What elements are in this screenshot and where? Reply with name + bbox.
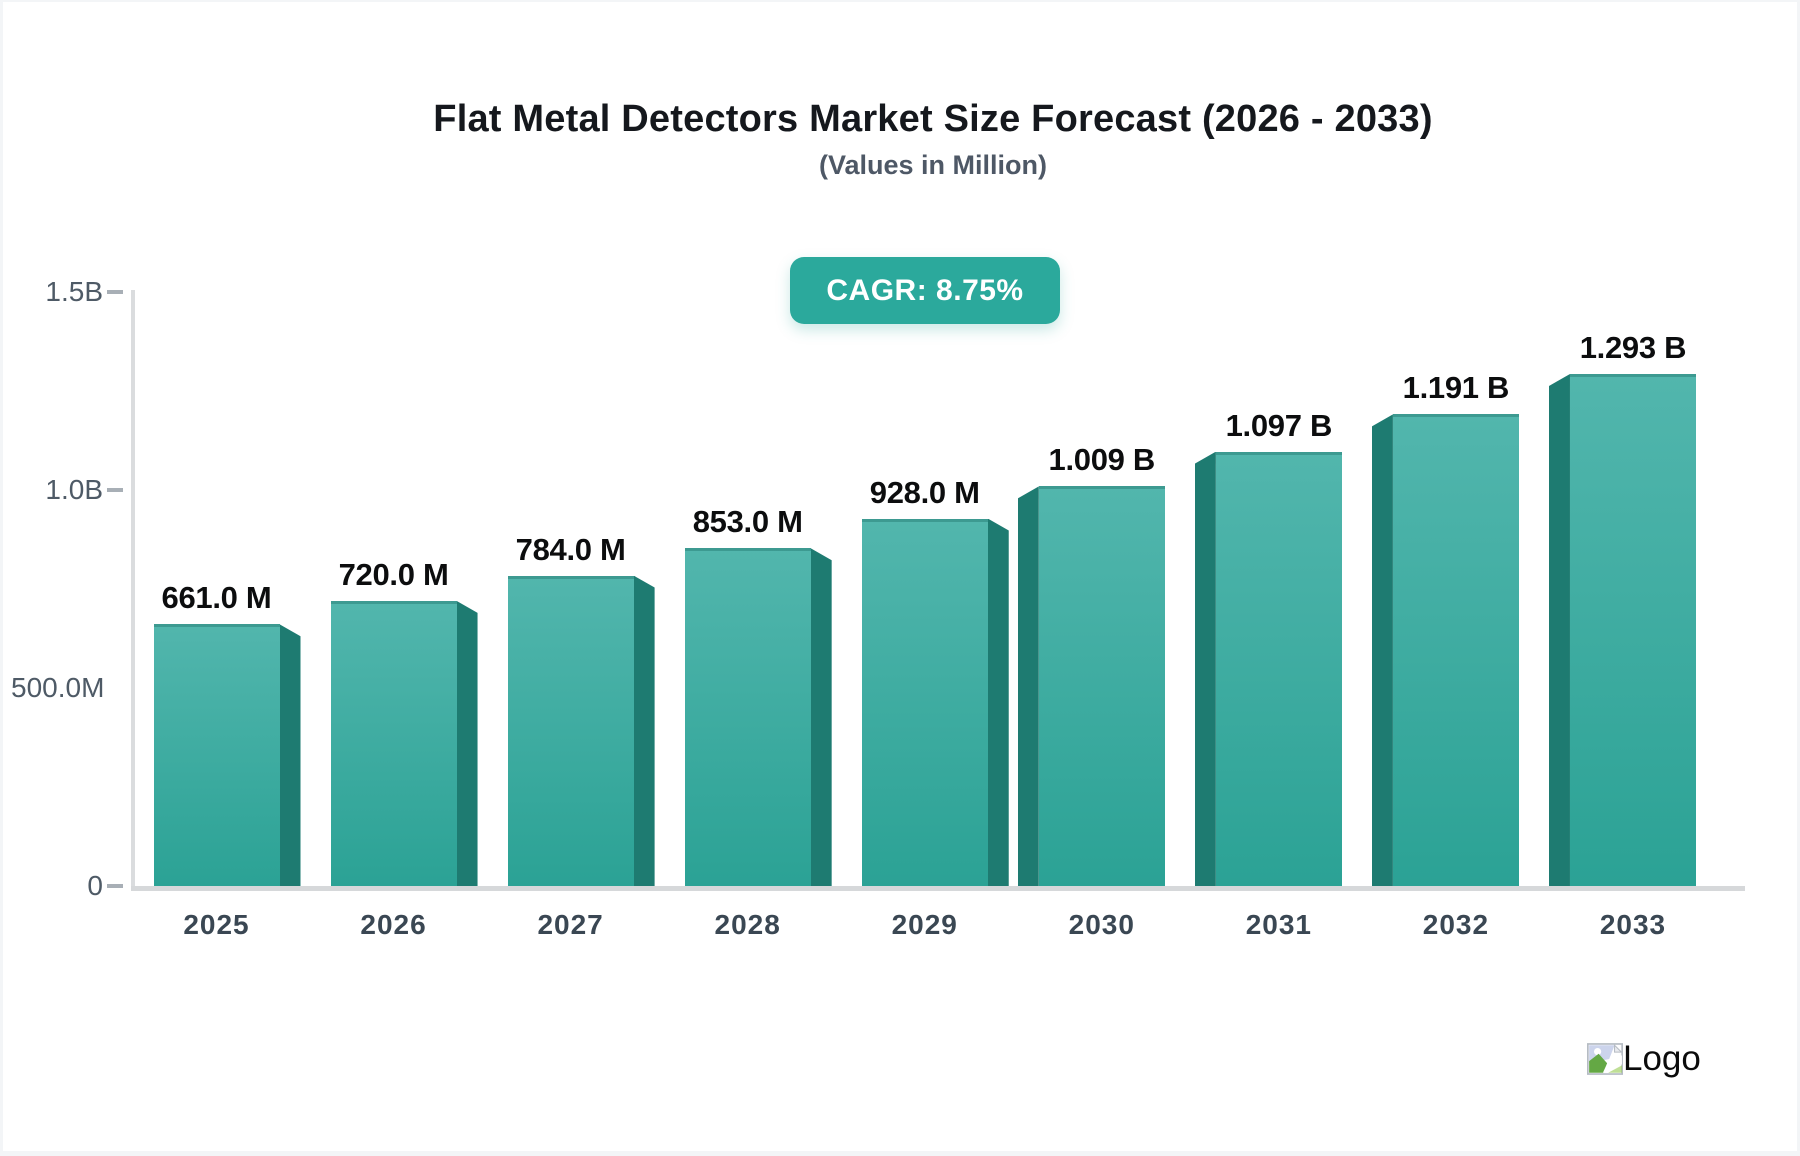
y-axis-tick bbox=[107, 488, 123, 492]
x-axis-label: 2031 bbox=[1245, 909, 1312, 940]
bar-2031-side bbox=[1194, 451, 1216, 886]
bar-2029-side bbox=[987, 518, 1009, 886]
bar-value-label: 1.009 B bbox=[1048, 442, 1156, 478]
bar-2030-side bbox=[1017, 486, 1039, 886]
x-axis-label: 2028 bbox=[714, 909, 781, 940]
cagr-badge: CAGR: 8.75% bbox=[790, 257, 1060, 324]
chart-card: Flat Metal Detectors Market Size Forecas… bbox=[3, 2, 1797, 1151]
bar-2032 bbox=[1392, 414, 1519, 886]
bar-value-label: 1.097 B bbox=[1225, 407, 1333, 443]
y-axis-label: 1.5B bbox=[45, 276, 103, 307]
bar-2028-side bbox=[810, 548, 832, 886]
x-axis-label: 2033 bbox=[1599, 909, 1667, 940]
cagr-badge-label: CAGR: 8.75% bbox=[826, 273, 1024, 307]
x-axis-label: 2027 bbox=[537, 909, 604, 940]
bar-2026 bbox=[330, 600, 457, 886]
bar-value-label: 1.293 B bbox=[1579, 329, 1687, 365]
y-axis-label: 0 bbox=[87, 870, 103, 901]
logo: Logo bbox=[1587, 1038, 1701, 1078]
y-axis-tick bbox=[107, 290, 123, 294]
bar-2027-side bbox=[633, 575, 655, 886]
bar-2033-side bbox=[1548, 373, 1570, 886]
bar-2027 bbox=[507, 575, 634, 886]
logo-text: Logo bbox=[1623, 1039, 1701, 1078]
x-axis-label: 2025 bbox=[183, 909, 250, 940]
bar-2026-side bbox=[456, 600, 478, 886]
y-axis-label: 1.0B bbox=[45, 474, 103, 505]
bar-2031 bbox=[1215, 451, 1342, 886]
chart-subtitle: (Values in Million) bbox=[818, 150, 1048, 180]
bar-value-label: 784.0 M bbox=[515, 531, 626, 567]
x-axis-label: 2029 bbox=[891, 909, 958, 940]
chart-title: Flat Metal Detectors Market Size Forecas… bbox=[433, 98, 1433, 140]
bar-2029 bbox=[861, 518, 988, 886]
bar-value-label: 720.0 M bbox=[338, 556, 449, 592]
bar-value-label: 661.0 M bbox=[161, 580, 272, 616]
y-axis-line bbox=[131, 290, 135, 891]
x-axis-label: 2030 bbox=[1068, 909, 1135, 940]
x-axis-label: 2032 bbox=[1422, 909, 1490, 940]
bar-2025-side bbox=[279, 624, 301, 886]
y-axis-label: 500.0M bbox=[11, 672, 105, 703]
bar-2030 bbox=[1038, 486, 1165, 886]
bar-2025 bbox=[153, 624, 280, 886]
broken-image-icon bbox=[1587, 1043, 1623, 1075]
x-axis-label: 2026 bbox=[360, 909, 427, 940]
bar-2033 bbox=[1569, 373, 1696, 886]
bar-value-label: 853.0 M bbox=[692, 504, 803, 540]
bar-value-label: 928.0 M bbox=[869, 474, 980, 510]
x-axis-line bbox=[131, 886, 1745, 891]
y-axis-tick bbox=[107, 884, 123, 888]
bar-2028 bbox=[684, 548, 811, 886]
bar-value-label: 1.191 B bbox=[1402, 370, 1510, 406]
bar-2032-side bbox=[1371, 414, 1393, 886]
